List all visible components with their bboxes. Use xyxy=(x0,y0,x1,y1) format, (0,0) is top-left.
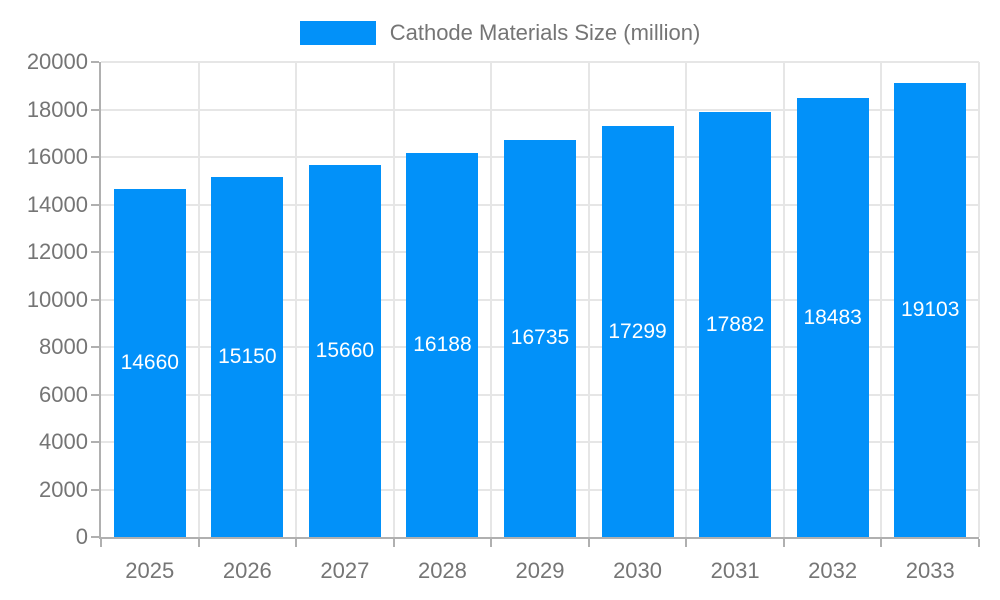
y-axis-tick xyxy=(91,108,99,111)
bar-2029: 16735 xyxy=(504,139,576,537)
y-axis-tick-label: 18000 xyxy=(26,96,88,122)
x-axis-label: 2030 xyxy=(613,558,663,583)
y-axis-tick-label: 8000 xyxy=(39,334,88,359)
bar-value-label: 17299 xyxy=(608,319,667,343)
x-axis-line xyxy=(99,537,979,539)
y-axis-tick-label: 20000 xyxy=(26,49,88,74)
bar-value-label: 15660 xyxy=(315,339,375,363)
y-axis-tick-label: 12000 xyxy=(26,239,88,264)
x-axis-label: 2029 xyxy=(515,558,565,583)
x-axis-tick xyxy=(295,539,298,547)
y-axis-tick-label: 16000 xyxy=(26,144,88,169)
bar-2028: 16188 xyxy=(406,152,479,537)
legend: Cathode Materials Size (million) xyxy=(0,18,1000,48)
x-axis-label: 2028 xyxy=(417,558,467,583)
bar-value-label: 16188 xyxy=(413,332,472,356)
bar-value-label: 19103 xyxy=(901,298,960,322)
x-axis-tick xyxy=(392,539,395,547)
y-axis-line xyxy=(99,62,101,539)
x-axis-tick xyxy=(880,539,883,547)
gridline-v xyxy=(295,62,298,537)
bar-value-label: 15150 xyxy=(218,345,277,369)
x-axis-tick xyxy=(490,539,493,547)
gridline-v xyxy=(685,62,688,537)
y-axis-tick xyxy=(91,393,99,396)
x-axis-tick xyxy=(685,539,688,547)
bar-2030: 17299 xyxy=(601,126,674,537)
x-axis-label: 2027 xyxy=(320,558,370,583)
x-axis-tick xyxy=(100,539,102,547)
y-axis-tick xyxy=(91,536,99,538)
gridline-v xyxy=(880,62,883,537)
y-axis-tick-label: 6000 xyxy=(39,381,88,407)
gridline-v xyxy=(197,62,200,537)
y-axis-tick xyxy=(91,441,99,443)
y-axis-tick xyxy=(91,346,99,348)
gridline-v xyxy=(978,62,980,537)
bar-2025: 14660 xyxy=(113,188,186,537)
x-axis-label: 2026 xyxy=(222,558,272,583)
bar-2032: 18483 xyxy=(796,98,869,537)
y-axis-tick-label: 14000 xyxy=(26,191,88,217)
x-axis-label: 2032 xyxy=(808,558,858,583)
bar-value-label: 18483 xyxy=(803,305,862,329)
bar-2026: 15150 xyxy=(211,177,284,537)
gridline-h xyxy=(101,61,979,63)
gridline-v xyxy=(392,62,395,537)
bar-value-label: 17882 xyxy=(705,312,765,336)
bar-2031: 17882 xyxy=(699,112,772,537)
x-axis-label: 2031 xyxy=(710,558,760,583)
bar-2033: 19103 xyxy=(894,83,967,537)
bar-value-label: 16735 xyxy=(510,326,570,350)
y-axis-tick xyxy=(91,203,99,206)
x-axis-label: 2025 xyxy=(125,558,175,583)
gridline-v xyxy=(490,62,493,537)
y-axis-tick xyxy=(91,61,99,63)
y-axis-tick xyxy=(91,298,99,301)
legend-swatch xyxy=(299,21,376,45)
gridline-v xyxy=(587,62,590,537)
x-axis-tick xyxy=(782,539,785,547)
x-axis-label: 2033 xyxy=(905,558,955,583)
x-axis-tick xyxy=(587,539,590,547)
y-axis-tick xyxy=(91,488,99,491)
x-axis-tick xyxy=(197,539,200,547)
y-axis-tick-label: 2000 xyxy=(39,476,88,502)
y-axis-tick xyxy=(91,251,99,253)
legend-label: Cathode Materials Size (million) xyxy=(389,20,701,45)
bar-value-label: 14660 xyxy=(120,350,179,374)
gridline-v xyxy=(782,62,785,537)
gridline-h xyxy=(101,108,979,111)
bar-2027: 15660 xyxy=(308,165,381,537)
y-axis-tick xyxy=(91,156,99,158)
y-axis-tick-label: 0 xyxy=(75,524,88,549)
y-axis-tick-label: 10000 xyxy=(26,286,88,312)
x-axis-tick xyxy=(978,539,980,547)
y-axis-tick-label: 4000 xyxy=(39,429,88,454)
